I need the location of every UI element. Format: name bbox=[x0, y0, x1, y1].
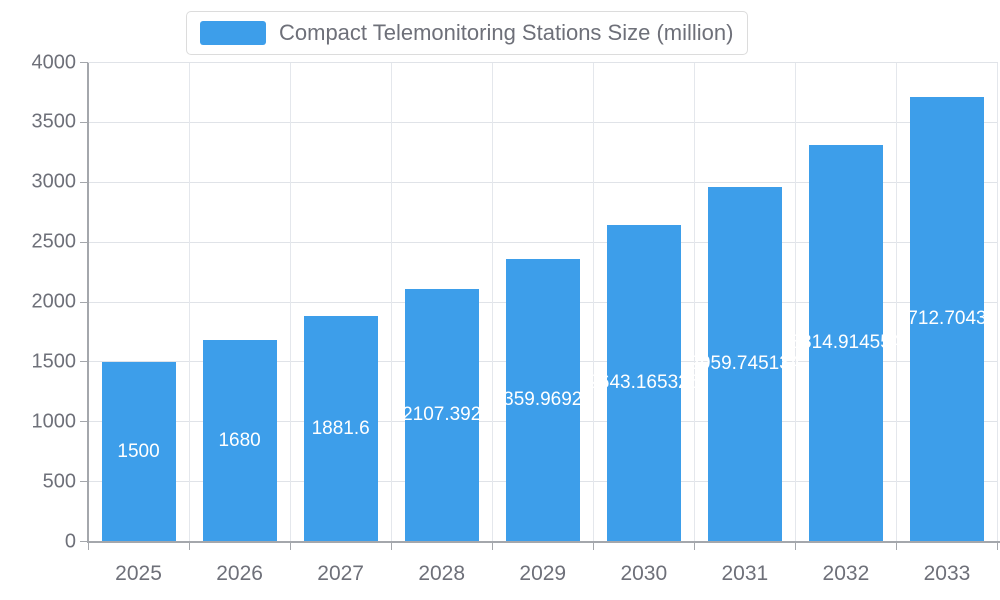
legend-label: Compact Telemonitoring Stations Size (mi… bbox=[279, 20, 734, 45]
y-gridline bbox=[88, 62, 998, 63]
x-tick-label: 2025 bbox=[115, 561, 162, 585]
bar[interactable] bbox=[808, 144, 883, 542]
y-axis-tick bbox=[80, 481, 88, 483]
x-axis-tick bbox=[895, 541, 897, 550]
y-tick-label: 3000 bbox=[31, 170, 77, 193]
x-axis-tick bbox=[289, 541, 291, 550]
y-tick-label: 0 bbox=[64, 530, 76, 552]
y-gridline bbox=[88, 181, 998, 183]
x-tick-label: 2026 bbox=[216, 561, 263, 585]
x-gridline bbox=[390, 62, 392, 542]
bar[interactable] bbox=[606, 224, 681, 542]
x-gridline bbox=[289, 62, 291, 542]
bar[interactable] bbox=[505, 258, 580, 542]
y-axis-tick bbox=[80, 181, 88, 183]
bar[interactable] bbox=[202, 340, 277, 542]
x-gridline bbox=[997, 62, 998, 542]
y-axis-tick bbox=[80, 241, 88, 243]
x-axis-tick bbox=[592, 541, 594, 550]
y-tick-label: 3500 bbox=[31, 110, 77, 133]
x-axis-tick bbox=[997, 541, 998, 550]
x-gridline bbox=[794, 62, 796, 542]
bar[interactable] bbox=[909, 96, 984, 542]
x-gridline bbox=[592, 62, 594, 542]
y-tick-label: 4000 bbox=[31, 51, 77, 73]
x-gridline bbox=[491, 62, 493, 542]
legend[interactable]: Compact Telemonitoring Stations Size (mi… bbox=[186, 11, 749, 55]
y-tick-label: 1500 bbox=[31, 350, 77, 373]
x-axis-tick bbox=[188, 541, 190, 550]
x-tick-label: 2030 bbox=[620, 561, 668, 585]
bar[interactable] bbox=[404, 289, 479, 542]
y-tick-label: 1000 bbox=[31, 410, 77, 433]
y-tick-label: 2000 bbox=[31, 290, 77, 313]
legend-swatch[interactable] bbox=[200, 21, 266, 45]
y-gridline bbox=[88, 121, 998, 123]
x-axis-tick bbox=[390, 541, 392, 550]
x-tick-label: 2033 bbox=[923, 561, 971, 585]
x-axis-tick bbox=[491, 541, 493, 550]
x-tick-label: 2028 bbox=[418, 561, 466, 585]
y-tick-label: 500 bbox=[42, 470, 76, 493]
x-axis-line bbox=[87, 540, 1000, 543]
x-gridline bbox=[188, 62, 190, 542]
bar[interactable] bbox=[303, 316, 378, 542]
y-axis-tick bbox=[80, 361, 88, 363]
y-gridline bbox=[88, 241, 998, 243]
x-gridline bbox=[895, 62, 897, 542]
x-tick-label: 2029 bbox=[519, 561, 567, 585]
y-axis-tick bbox=[80, 421, 88, 423]
bar[interactable] bbox=[707, 187, 782, 542]
x-axis-tick bbox=[87, 541, 89, 550]
x-gridline bbox=[693, 62, 695, 542]
y-axis-tick bbox=[80, 301, 88, 303]
x-tick-label: 2031 bbox=[721, 561, 769, 585]
y-axis-line bbox=[87, 62, 89, 543]
x-axis-tick bbox=[794, 541, 796, 550]
x-axis-tick bbox=[693, 541, 695, 550]
y-axis-tick bbox=[80, 541, 88, 542]
y-axis-tick bbox=[80, 62, 88, 63]
y-axis-tick bbox=[80, 121, 88, 123]
x-tick-label: 2032 bbox=[822, 561, 870, 585]
x-tick-label: 2027 bbox=[317, 561, 364, 585]
bar[interactable] bbox=[101, 361, 176, 542]
y-tick-label: 2500 bbox=[31, 230, 77, 253]
